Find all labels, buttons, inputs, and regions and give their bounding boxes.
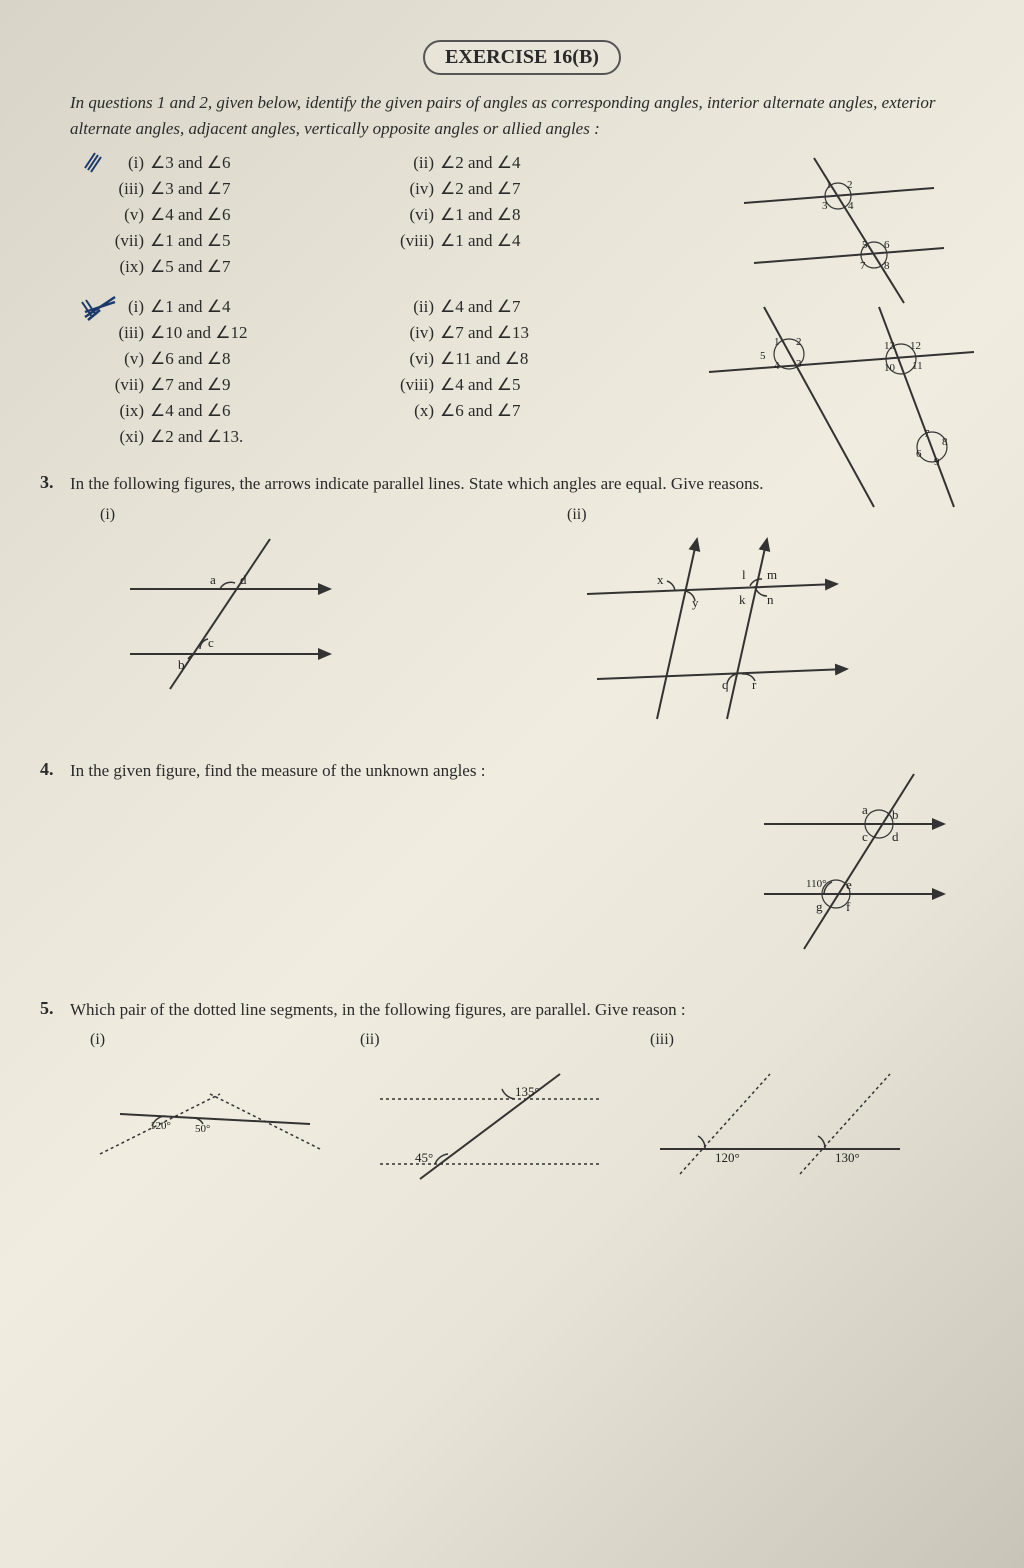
svg-text:6: 6 xyxy=(916,448,922,460)
svg-text:d: d xyxy=(240,572,247,587)
svg-text:b: b xyxy=(178,657,185,672)
question-2: (i)∠1 and ∠4 (ii)∠4 and ∠7 (iii)∠10 and … xyxy=(70,297,974,447)
q1-item: (ix)∠5 and ∠7 xyxy=(100,257,350,277)
question-5: 5. Which pair of the dotted line segment… xyxy=(70,998,974,1200)
q1-item: (iv)∠2 and ∠7 xyxy=(390,179,640,199)
svg-text:8: 8 xyxy=(942,436,948,448)
svg-text:n: n xyxy=(767,592,774,607)
q5-diagram-ii: 135° 45° xyxy=(360,1054,620,1194)
q5-text: Which pair of the dotted line segments, … xyxy=(70,998,974,1022)
svg-text:1: 1 xyxy=(826,179,832,191)
q2-item: (iv)∠7 and ∠13 xyxy=(390,323,640,343)
q1-item: (viii)∠1 and ∠4 xyxy=(390,231,640,251)
svg-text:1: 1 xyxy=(774,336,780,348)
q3-diagram-ii: x y l m k n q r xyxy=(567,529,867,729)
q5-number: 5. xyxy=(40,998,54,1019)
q2-item: (xi)∠2 and ∠13. xyxy=(100,427,350,447)
q2-item: (iii)∠10 and ∠12 xyxy=(100,323,350,343)
svg-text:135°: 135° xyxy=(515,1084,540,1099)
q3-text: In the following figures, the arrows ind… xyxy=(70,472,974,496)
question-3: 3. In the following figures, the arrows … xyxy=(70,472,974,734)
q4-diagram: a b c d 110° e f g xyxy=(754,769,954,959)
q1-item: (vi)∠1 and ∠8 xyxy=(390,205,640,225)
svg-text:4: 4 xyxy=(848,200,854,212)
svg-text:c: c xyxy=(862,829,868,844)
intro-text: In questions 1 and 2, given below, ident… xyxy=(70,90,974,141)
svg-text:m: m xyxy=(767,567,777,582)
svg-text:a: a xyxy=(210,572,216,587)
svg-text:120°: 120° xyxy=(150,1120,171,1132)
svg-text:d: d xyxy=(892,829,899,844)
q3-diagram-i: a d c b xyxy=(100,529,360,699)
svg-text:5: 5 xyxy=(862,239,868,251)
svg-text:2: 2 xyxy=(796,336,802,348)
q2-item: (i)∠1 and ∠4 xyxy=(100,297,350,317)
q3-fig-ii: (ii) x y l m k n q r xyxy=(567,506,974,734)
exercise-title: EXERCISE 16(B) xyxy=(423,40,621,75)
svg-text:6: 6 xyxy=(884,239,890,251)
svg-text:3: 3 xyxy=(822,200,828,212)
q5-fig-iii: (iii) 120° 130° xyxy=(650,1031,910,1199)
svg-text:45°: 45° xyxy=(415,1150,433,1165)
page: EXERCISE 16(B) In questions 1 and 2, giv… xyxy=(0,0,1024,1219)
question-4: 4. In the given figure, find the measure… xyxy=(70,759,974,973)
q5-diagram-i: 120° 50° xyxy=(90,1054,330,1194)
svg-text:7: 7 xyxy=(924,428,930,440)
svg-text:k: k xyxy=(739,592,746,607)
q2-item: (viii)∠4 and ∠5 xyxy=(390,375,640,395)
svg-text:130°: 130° xyxy=(835,1150,860,1165)
svg-text:7: 7 xyxy=(860,260,866,272)
svg-text:50°: 50° xyxy=(195,1123,210,1135)
svg-text:x: x xyxy=(657,572,664,587)
question-1: (i)∠3 and ∠6 (ii)∠2 and ∠4 (iii)∠3 and ∠… xyxy=(70,153,974,277)
q1-item: (ii)∠2 and ∠4 xyxy=(390,153,640,173)
q2-item: (vii)∠7 and ∠9 xyxy=(100,375,350,395)
svg-text:8: 8 xyxy=(884,260,890,272)
svg-text:b: b xyxy=(892,807,899,822)
q4-number: 4. xyxy=(40,759,54,780)
pen-mark-icon xyxy=(80,292,120,327)
svg-text:c: c xyxy=(208,635,214,650)
q1-item: (vii)∠1 and ∠5 xyxy=(100,231,350,251)
svg-text:g: g xyxy=(816,899,823,914)
svg-text:9: 9 xyxy=(934,456,940,468)
q3-fig-i: (i) a d c b xyxy=(100,506,507,734)
q2-item: (ix)∠4 and ∠6 xyxy=(100,401,350,421)
q5-fig-ii: (ii) 135° 45° xyxy=(360,1031,620,1199)
exercise-header: EXERCISE 16(B) xyxy=(70,40,974,75)
q2-item: (vi)∠11 and ∠8 xyxy=(390,349,640,369)
q1-item: (i)∠3 and ∠6 xyxy=(100,153,350,173)
svg-text:f: f xyxy=(846,899,851,914)
svg-text:e: e xyxy=(846,877,852,892)
q1-item: (iii)∠3 and ∠7 xyxy=(100,179,350,199)
q1-item: (v)∠4 and ∠6 xyxy=(100,205,350,225)
svg-text:l: l xyxy=(742,567,746,582)
q1-diagram: 1 2 3 4 5 6 7 8 xyxy=(734,153,954,313)
svg-text:3: 3 xyxy=(796,358,802,370)
svg-text:110°: 110° xyxy=(806,878,827,890)
svg-text:13: 13 xyxy=(884,340,896,352)
q2-item: (x)∠6 and ∠7 xyxy=(390,401,640,421)
svg-text:10: 10 xyxy=(884,362,896,374)
q5-fig-i: (i) 120° 50° xyxy=(90,1031,330,1199)
svg-text:a: a xyxy=(862,802,868,817)
svg-text:4: 4 xyxy=(774,360,780,372)
q2-item: (ii)∠4 and ∠7 xyxy=(390,297,640,317)
svg-text:2: 2 xyxy=(847,179,853,191)
q3-number: 3. xyxy=(40,472,54,493)
svg-text:5: 5 xyxy=(760,350,766,362)
svg-text:12: 12 xyxy=(910,340,921,352)
pen-mark-icon xyxy=(80,148,110,178)
svg-text:11: 11 xyxy=(912,360,923,372)
q5-diagram-iii: 120° 130° xyxy=(650,1054,910,1194)
svg-text:120°: 120° xyxy=(715,1150,740,1165)
q2-item: (v)∠6 and ∠8 xyxy=(100,349,350,369)
